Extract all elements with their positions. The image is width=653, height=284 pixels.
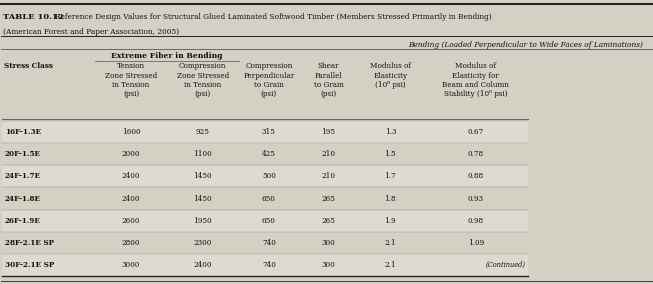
Text: 2000: 2000: [121, 150, 140, 158]
Text: 2.1: 2.1: [385, 261, 396, 269]
Text: 265: 265: [321, 195, 336, 202]
Text: Modulus of
Elasticity for
Beam and Column
Stability (10⁶ psi): Modulus of Elasticity for Beam and Colum…: [442, 62, 509, 98]
Text: 1.9: 1.9: [385, 217, 396, 225]
Text: 2400: 2400: [121, 172, 140, 180]
Text: 210: 210: [321, 150, 336, 158]
Text: 0.88: 0.88: [468, 172, 484, 180]
Text: 1.09: 1.09: [468, 239, 484, 247]
Text: 24F-1.8E: 24F-1.8E: [5, 195, 40, 202]
Text: 1.5: 1.5: [385, 150, 396, 158]
Text: 1.3: 1.3: [385, 128, 396, 136]
Text: 740: 740: [262, 261, 276, 269]
Text: Bending (Loaded Perpendicular to Wide Faces of Laminations): Bending (Loaded Perpendicular to Wide Fa…: [407, 41, 643, 49]
Text: 300: 300: [321, 239, 336, 247]
Text: Extreme Fiber in Bending: Extreme Fiber in Bending: [111, 52, 223, 60]
Text: 2.1: 2.1: [385, 239, 396, 247]
Text: 925: 925: [196, 128, 210, 136]
FancyBboxPatch shape: [2, 165, 528, 187]
Text: Compression
Perpendicular
to Grain
(psi): Compression Perpendicular to Grain (psi): [243, 62, 295, 98]
Text: Reference Design Values for Structural Glued Laminated Softwood Timber (Members : Reference Design Values for Structural G…: [55, 13, 492, 21]
Text: 26F-1.9E: 26F-1.9E: [5, 217, 40, 225]
Text: 24F-1.7E: 24F-1.7E: [5, 172, 40, 180]
Text: 2600: 2600: [121, 217, 140, 225]
Text: 2400: 2400: [121, 195, 140, 202]
Text: 650: 650: [262, 195, 276, 202]
Text: 1950: 1950: [193, 217, 212, 225]
Text: 2400: 2400: [193, 261, 212, 269]
Text: 425: 425: [262, 150, 276, 158]
FancyBboxPatch shape: [2, 121, 528, 143]
Text: (American Forest and Paper Association, 2005): (American Forest and Paper Association, …: [3, 28, 180, 36]
Text: 0.93: 0.93: [468, 195, 484, 202]
Text: 650: 650: [262, 217, 276, 225]
Text: 0.98: 0.98: [468, 217, 484, 225]
Text: 16F-1.3E: 16F-1.3E: [5, 128, 40, 136]
Text: 2300: 2300: [193, 239, 212, 247]
Text: 500: 500: [262, 172, 276, 180]
Text: 1600: 1600: [121, 128, 140, 136]
Text: 315: 315: [262, 128, 276, 136]
Text: 195: 195: [321, 128, 336, 136]
Text: 265: 265: [321, 217, 336, 225]
Text: 20F-1.5E: 20F-1.5E: [5, 150, 40, 158]
Text: (Continued): (Continued): [485, 261, 525, 269]
Text: 300: 300: [321, 261, 336, 269]
Text: 3000: 3000: [122, 261, 140, 269]
Text: 1450: 1450: [193, 172, 212, 180]
Text: Compression
Zone Stressed
in Tension
(psi): Compression Zone Stressed in Tension (ps…: [176, 62, 229, 98]
Text: 0.78: 0.78: [468, 150, 484, 158]
Text: Shear
Parallel
to Grain
(psi): Shear Parallel to Grain (psi): [313, 62, 343, 98]
Text: 2800: 2800: [121, 239, 140, 247]
Text: 0.67: 0.67: [468, 128, 484, 136]
Text: 1.8: 1.8: [385, 195, 396, 202]
Text: 1.7: 1.7: [385, 172, 396, 180]
Text: 28F-2.1E SP: 28F-2.1E SP: [5, 239, 54, 247]
Text: Stress Class: Stress Class: [4, 62, 53, 70]
Text: 1450: 1450: [193, 195, 212, 202]
FancyBboxPatch shape: [2, 254, 528, 276]
Text: 210: 210: [321, 172, 336, 180]
FancyBboxPatch shape: [2, 210, 528, 232]
Text: Tension
Zone Stressed
in Tension
(psi): Tension Zone Stressed in Tension (psi): [105, 62, 157, 98]
Text: TABLE 10.12: TABLE 10.12: [3, 13, 64, 21]
Text: 740: 740: [262, 239, 276, 247]
Text: 30F-2.1E SP: 30F-2.1E SP: [5, 261, 54, 269]
Text: 1100: 1100: [193, 150, 212, 158]
Text: Modulus of
Elasticity
(10⁶ psi): Modulus of Elasticity (10⁶ psi): [370, 62, 411, 89]
